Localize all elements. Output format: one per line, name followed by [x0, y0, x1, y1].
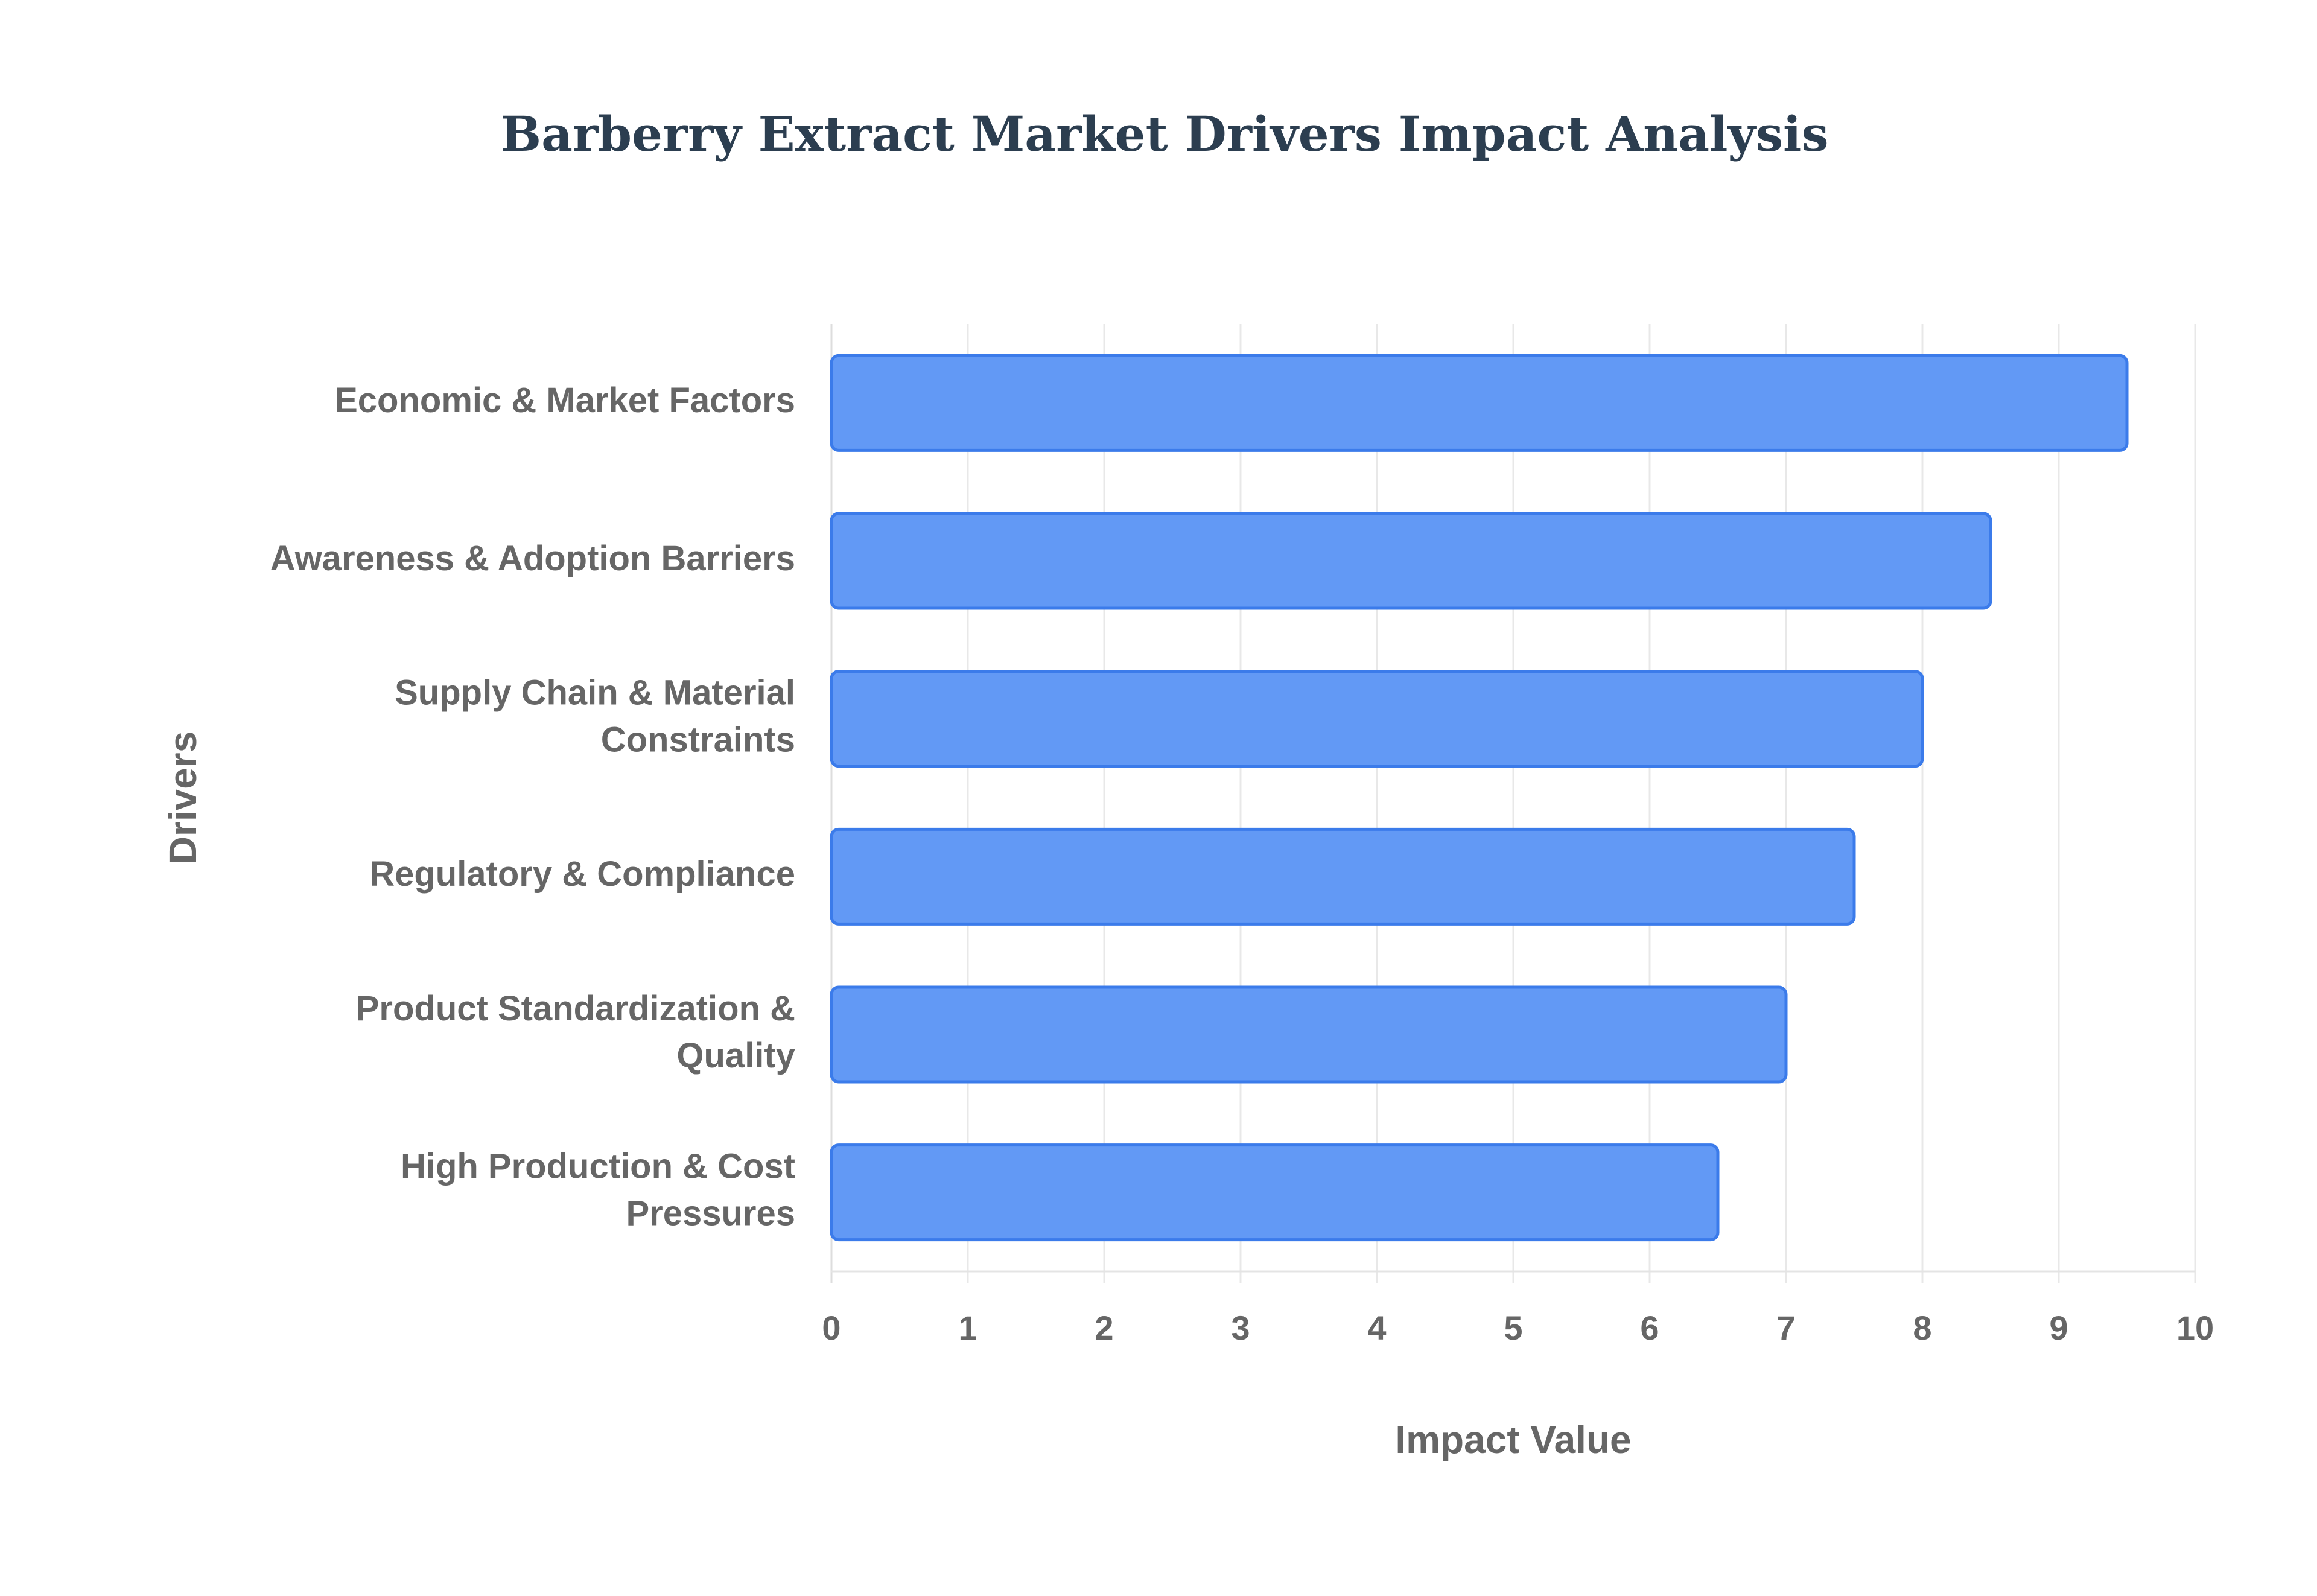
x-tick-label: 9 — [2049, 1309, 2068, 1347]
gridlines — [830, 324, 2196, 1283]
category-label: Constraints — [601, 720, 795, 759]
category-label: Awareness & Adoption Barriers — [270, 539, 795, 578]
category-labels: Economic & Market Factors Awareness & Ado… — [270, 381, 795, 1233]
x-tick-labels: 0 1 2 3 4 5 6 7 8 9 10 — [822, 1309, 2214, 1347]
x-tick-label: 2 — [1095, 1309, 1113, 1347]
category-label: Supply Chain & Material — [395, 673, 795, 712]
bar — [830, 1143, 1720, 1242]
x-tick-label: 0 — [822, 1309, 841, 1347]
bar — [830, 512, 1992, 610]
category-label: High Production & Cost — [401, 1146, 795, 1186]
x-tick-label: 10 — [2176, 1309, 2214, 1347]
y-axis-title: Drivers — [161, 731, 205, 865]
x-tick-label: 5 — [1504, 1309, 1522, 1347]
category-label: Regulatory & Compliance — [369, 854, 795, 894]
chart-title: Barberry Extract Market Drivers Impact A… — [501, 106, 1829, 162]
category-label: Quality — [676, 1036, 795, 1075]
category-label: Pressures — [626, 1194, 795, 1233]
category-label: Product Standardization & — [356, 989, 795, 1028]
x-tick-label: 3 — [1231, 1309, 1250, 1347]
bar — [830, 670, 1924, 768]
x-axis-title: Impact Value — [1395, 1418, 1631, 1461]
x-tick-label: 8 — [1913, 1309, 1931, 1347]
x-tick-label: 7 — [1776, 1309, 1795, 1347]
category-label: Economic & Market Factors — [334, 381, 795, 420]
x-tick-label: 6 — [1640, 1309, 1659, 1347]
bar — [830, 985, 1788, 1084]
bars — [830, 354, 2129, 1242]
bar — [830, 827, 1856, 926]
x-tick-label: 1 — [958, 1309, 977, 1347]
x-tick-label: 4 — [1367, 1309, 1386, 1347]
bar — [830, 354, 2129, 452]
